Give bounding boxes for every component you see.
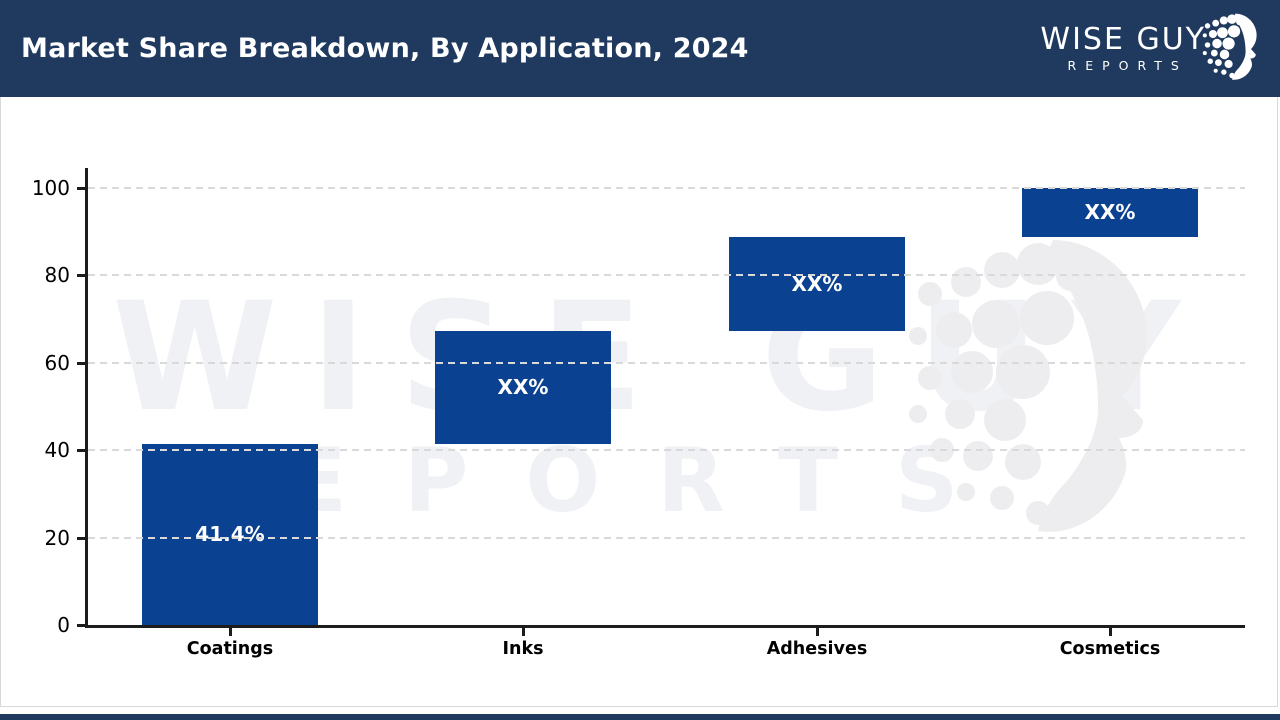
x-tick-mark [1109,628,1112,636]
y-tick-mark [77,536,85,540]
y-tick-mark [77,624,85,627]
y-tick-mark [77,449,85,452]
bar-coatings: 41.4% [142,443,318,625]
y-tick-mark [77,361,85,365]
y-tick-mark [77,274,85,277]
gridline [88,449,1245,451]
x-category-label-adhesives: Adhesives [766,639,868,659]
bar-inks: XX% [435,330,611,444]
y-tick-label: 40 [44,438,70,462]
bar-value-label: XX% [1084,200,1136,225]
bar-adhesives: XX% [729,237,905,331]
y-tick-mark [77,186,85,190]
y-tick-label: 100 [31,175,70,200]
logo-subtitle: REPORTS [1067,57,1188,73]
bar-cosmetics: XX% [1022,187,1198,238]
logo-wordmark: WISE GUY [1040,22,1206,58]
bar-value-label: XX% [497,375,549,400]
x-tick-mark [522,628,525,636]
logo-head-icon [1202,13,1257,80]
gridline [88,274,1245,276]
x-tick-mark [229,628,232,636]
bar-value-label: 41.4% [195,522,265,547]
header-band: Market Share Breakdown, By Application, … [0,0,1280,97]
x-tick-mark [816,628,819,636]
gridline [88,186,1245,189]
chart-title: Market Share Breakdown, By Application, … [21,33,749,64]
x-category-label-inks: Inks [502,639,544,659]
y-axis-line [85,168,88,628]
x-category-label-cosmetics: Cosmetics [1059,639,1161,659]
gridline [88,536,1245,539]
y-tick-label: 20 [44,525,70,550]
y-tick-label: 0 [57,613,70,637]
x-category-label-coatings: Coatings [186,639,274,659]
wise-guy-reports-logo: WISE GUY REPORTS [1040,10,1266,88]
gridline [88,361,1245,364]
footer-band [0,714,1280,720]
x-axis-line [85,625,1245,628]
y-tick-label: 60 [44,350,70,375]
logo-text: WISE GUY REPORTS [1040,24,1206,73]
y-tick-label: 80 [44,263,70,287]
